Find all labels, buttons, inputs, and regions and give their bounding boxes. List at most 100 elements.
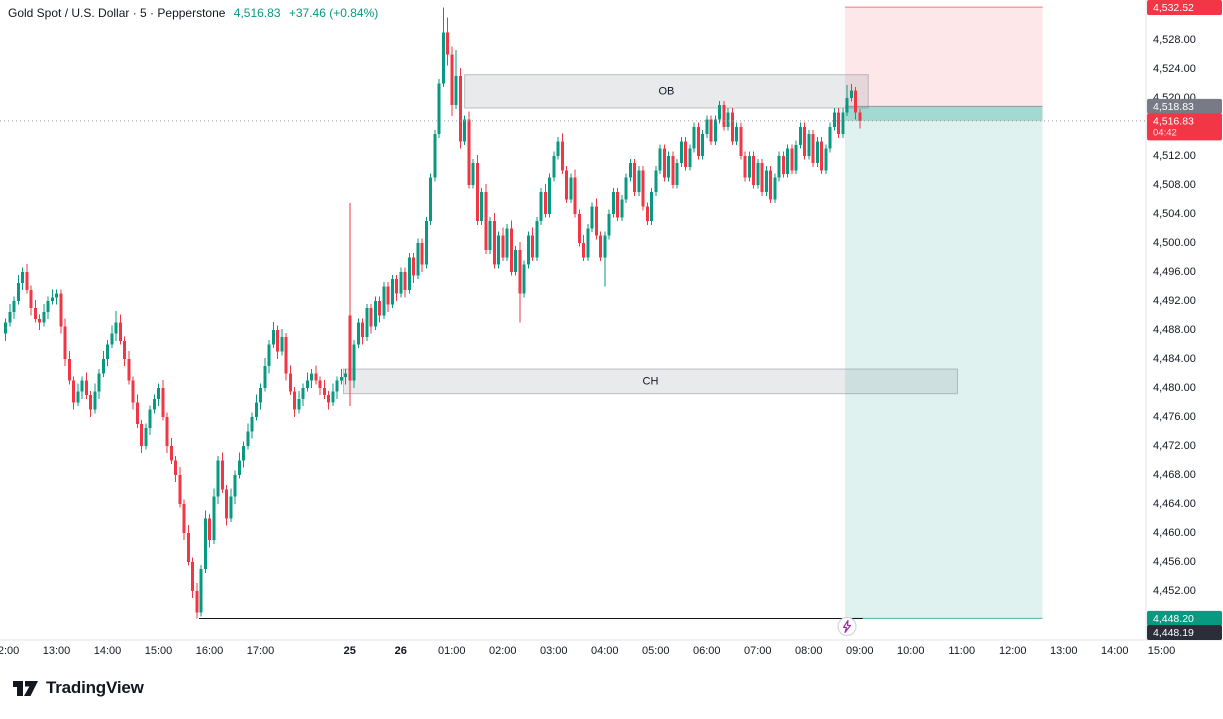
candle-body <box>858 112 862 121</box>
candle-body <box>820 141 823 171</box>
time-tick-label: 08:00 <box>795 645 823 657</box>
candle-body <box>722 105 726 127</box>
candle-body <box>382 286 386 316</box>
candle-body <box>535 221 539 258</box>
candle-body <box>441 32 445 84</box>
price-axis[interactable]: 4,528.004,524.004,520.004,512.004,508.00… <box>1153 34 1196 597</box>
short-position-risk-zone[interactable] <box>845 7 1043 107</box>
candle-body <box>322 387 326 396</box>
candle-body <box>76 391 80 403</box>
candle-body <box>735 126 738 142</box>
price-tick-label: 4,476.00 <box>1153 411 1196 423</box>
price-tick-label: 4,488.00 <box>1153 324 1196 336</box>
candles <box>4 7 862 619</box>
svg-text:4,516.83: 4,516.83 <box>1153 115 1194 127</box>
candle-body <box>148 409 152 428</box>
candle-body <box>63 326 67 359</box>
candle-body <box>395 279 398 294</box>
candle-body <box>509 228 513 272</box>
candle-body <box>348 315 352 381</box>
candle-body <box>667 155 670 178</box>
candle-body <box>38 319 41 323</box>
candle-body <box>786 148 789 174</box>
time-tick-label: 01:00 <box>438 645 466 657</box>
candle-body <box>161 387 165 417</box>
candle-body <box>633 163 636 193</box>
price-tick-label: 4,528.00 <box>1153 34 1196 46</box>
event-lightning-icon[interactable] <box>837 616 857 637</box>
price-tick-label: 4,464.00 <box>1153 498 1196 510</box>
price-tick-label: 4,480.00 <box>1153 382 1196 394</box>
candle-body <box>790 148 794 171</box>
candle-body <box>225 489 228 519</box>
tradingview-logo[interactable]: TradingView <box>12 678 144 698</box>
candle-body <box>803 126 806 156</box>
time-tick-label: 17:00 <box>247 645 275 657</box>
candle-body <box>730 112 734 142</box>
candle-body <box>616 192 619 218</box>
candle-body <box>169 445 173 461</box>
candle-body <box>620 199 624 218</box>
candle-body <box>123 340 126 359</box>
candle-body <box>522 264 526 294</box>
candle-body <box>692 126 696 149</box>
candle-body <box>356 322 360 345</box>
price-tick-label: 4,512.00 <box>1153 150 1196 162</box>
price-tick-label: 4,500.00 <box>1153 237 1196 249</box>
candle-body <box>72 380 75 403</box>
candle-body <box>263 366 267 388</box>
candle-body <box>726 112 730 127</box>
candle-body <box>212 496 216 541</box>
candlestick-chart[interactable]: OBCH4,528.004,524.004,520.004,512.004,50… <box>0 0 1223 662</box>
candle-body <box>208 518 211 541</box>
candle-body <box>118 322 122 341</box>
candle-body <box>297 398 301 410</box>
candle-body <box>178 474 182 504</box>
candle-body <box>67 358 71 381</box>
candle-body <box>637 170 641 193</box>
candle-body <box>471 163 475 185</box>
price-tick-label: 4,508.00 <box>1153 179 1196 191</box>
candle-body <box>288 373 292 392</box>
candle-body <box>764 170 768 193</box>
candle-body <box>284 337 288 374</box>
candle-body <box>152 398 156 410</box>
candle-body <box>709 119 713 142</box>
symbol-legend[interactable]: Gold Spot / U.S. Dollar · 5 · Pepperston… <box>8 6 378 20</box>
time-tick-label: 05:00 <box>642 645 670 657</box>
ob-box[interactable]: OB <box>464 74 869 109</box>
svg-text:4,448.20: 4,448.20 <box>1153 613 1194 625</box>
candle-body <box>29 290 33 309</box>
candle-body <box>33 308 37 319</box>
candle-body <box>514 250 517 272</box>
candle-body <box>80 380 84 392</box>
candle-body <box>756 163 760 185</box>
candle-body <box>458 76 462 142</box>
time-tick-label: 12:00 <box>999 645 1027 657</box>
candle-body <box>16 282 20 301</box>
svg-text:4,448.19: 4,448.19 <box>1153 627 1194 639</box>
footer: TradingView <box>12 678 144 698</box>
time-tick-label: 25 <box>344 645 356 657</box>
time-tick-label: 13:00 <box>1050 645 1078 657</box>
candle-body <box>254 402 258 417</box>
candle-body <box>310 373 313 381</box>
candle-body <box>645 206 649 222</box>
candle-body <box>845 97 849 113</box>
tradingview-logo-text: TradingView <box>46 678 144 697</box>
candle-body <box>293 391 296 410</box>
candle-body <box>390 279 394 305</box>
time-axis[interactable]: 12:00 13:00 14:00 15:00 16:00 17:00 25 26 01:00 0… <box>0 645 1175 657</box>
ch-box[interactable]: CH <box>343 368 958 395</box>
candle-body <box>739 126 743 156</box>
short-position-profit-zone[interactable] <box>845 106 1043 619</box>
candle-body <box>339 377 343 381</box>
time-tick-label: 14:00 <box>1101 645 1129 657</box>
candle-body <box>280 337 284 352</box>
candle-body <box>191 561 194 591</box>
candle-body <box>475 163 479 222</box>
symbol-last-price: 4,516.83 <box>233 6 281 20</box>
candle-body <box>429 177 432 222</box>
candle-body <box>271 329 275 345</box>
candle-body <box>84 380 88 396</box>
